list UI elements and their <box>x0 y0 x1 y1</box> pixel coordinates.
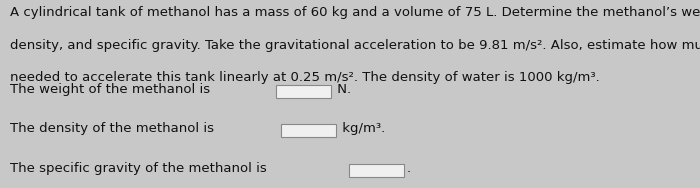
Bar <box>349 164 405 177</box>
Bar <box>281 124 336 137</box>
Text: A cylindrical tank of methanol has a mass of 60 kg and a volume of 75 L. Determi: A cylindrical tank of methanol has a mas… <box>10 6 700 19</box>
Text: The weight of the methanol is: The weight of the methanol is <box>10 83 215 96</box>
Text: kg/m³.: kg/m³. <box>338 122 386 135</box>
Text: The specific gravity of the methanol is: The specific gravity of the methanol is <box>10 162 272 175</box>
Text: N.: N. <box>333 83 351 96</box>
Text: The density of the methanol is: The density of the methanol is <box>10 122 218 135</box>
Bar <box>276 85 331 98</box>
Text: density, and specific gravity. Take the gravitational acceleration to be 9.81 m/: density, and specific gravity. Take the … <box>10 39 700 52</box>
Text: needed to accelerate this tank linearly at 0.25 m/s². The density of water is 10: needed to accelerate this tank linearly … <box>10 71 601 84</box>
Text: .: . <box>407 162 411 175</box>
